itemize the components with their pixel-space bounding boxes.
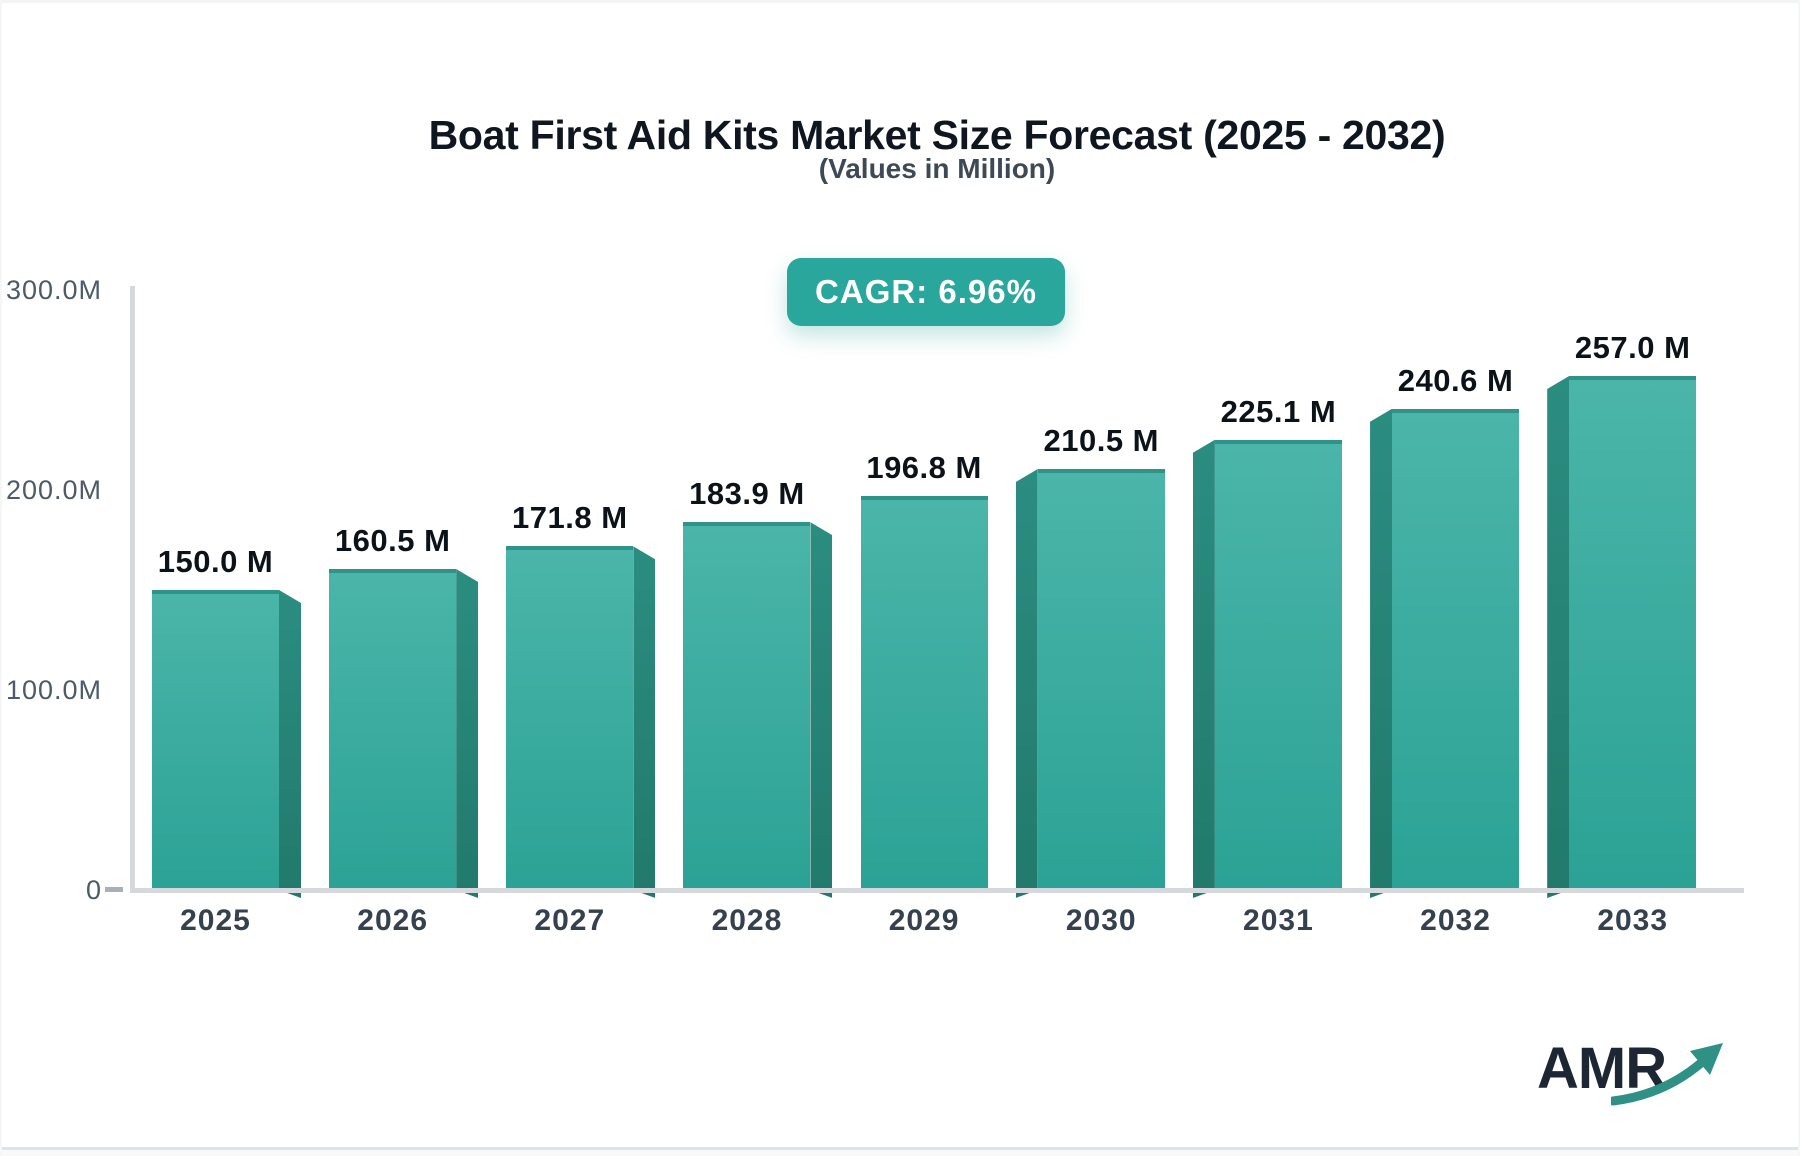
bar-value-label: 196.8 M	[866, 450, 982, 486]
bar-value-label: 160.5 M	[334, 523, 451, 558]
x-axis-label: 2032	[1420, 904, 1491, 937]
bar-2026	[329, 569, 457, 890]
x-axis-label: 2033	[1597, 904, 1669, 937]
bar-2029	[860, 496, 988, 890]
bar-2028	[683, 522, 811, 890]
amr-logo-text: AMR	[1537, 1036, 1667, 1101]
x-axis-line	[130, 888, 1744, 893]
bar-side-face	[633, 546, 655, 898]
cagr-badge: CAGR: 6.96%	[787, 258, 1065, 326]
x-axis-label: 2027	[534, 904, 606, 937]
bar-2025	[152, 590, 279, 890]
bar-2031	[1214, 439, 1342, 890]
y-axis-tick-label: 0	[85, 875, 102, 905]
bar-side-face	[1547, 376, 1569, 898]
bar-side-face	[279, 590, 301, 898]
x-axis-label: 2029	[888, 904, 960, 937]
chart-title: Boat First Aid Kits Market Size Forecast…	[428, 112, 1446, 158]
x-axis-label: 2028	[711, 904, 783, 937]
bar-side-face	[810, 522, 832, 898]
footer-divider	[2, 1147, 1798, 1150]
bar-2033	[1569, 376, 1697, 890]
y-axis-tick-label: 200.0M	[5, 475, 102, 505]
y-axis-tick-label: 300.0M	[5, 275, 102, 305]
bar-value-label: 183.9 M	[689, 476, 805, 512]
growth-arrow-icon	[1611, 1043, 1723, 1106]
y-axis-line	[130, 286, 135, 893]
bar-side-face	[1016, 469, 1038, 898]
footer-strip	[2, 1150, 1798, 1156]
x-axis-label: 2026	[357, 904, 429, 937]
x-axis-label: 2030	[1065, 904, 1137, 937]
x-axis-label: 2025	[180, 904, 251, 937]
x-axis-label: 2031	[1243, 904, 1314, 937]
bar-side-face	[456, 569, 478, 898]
bar-value-label: 150.0 M	[157, 544, 274, 579]
bar-value-label: 225.1 M	[1220, 393, 1337, 429]
bar-2027	[506, 546, 634, 890]
bar-side-face	[1370, 409, 1392, 898]
y-axis-tick-label: 100.0M	[5, 675, 102, 705]
bar-value-label: 240.6 M	[1397, 362, 1514, 398]
bar-2030	[1037, 469, 1165, 890]
bar-2032	[1392, 408, 1520, 890]
bar-value-label: 210.5 M	[1043, 423, 1159, 458]
bar-side-face	[1193, 440, 1215, 898]
bar-value-label: 171.8 M	[512, 500, 628, 536]
cagr-badge-label: CAGR: 6.96%	[815, 273, 1037, 310]
chart-subtitle: (Values in Million)	[818, 153, 1056, 184]
amr-logo: AMR	[1527, 1033, 1727, 1113]
bar-value-label: 257.0 M	[1574, 330, 1691, 365]
y-axis-zero-tick	[105, 887, 123, 892]
